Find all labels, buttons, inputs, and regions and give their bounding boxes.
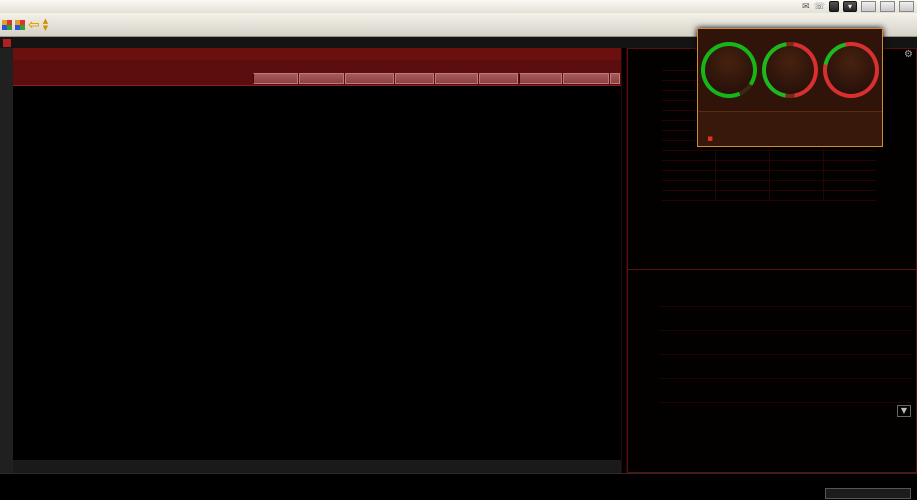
- restore-button[interactable]: [880, 1, 895, 12]
- minimize-button[interactable]: [861, 1, 876, 12]
- trade-button[interactable]: ▾: [842, 1, 857, 12]
- mail-icon[interactable]: ✉: [802, 1, 810, 12]
- col-code[interactable]: [33, 60, 75, 85]
- col-da-totalpct[interactable]: [478, 72, 518, 84]
- down-arrow-icon: ▼: [42, 23, 49, 32]
- group-large-orders: [253, 60, 519, 85]
- popup-section-label: ▪: [698, 133, 882, 146]
- bullet-icon: ▪: [707, 134, 714, 144]
- data-elf-popup: ▪: [697, 28, 883, 147]
- panel-splitter[interactable]: [621, 48, 627, 473]
- toolbar: ⇦ ▲ ▼: [0, 13, 917, 37]
- kline-volume-chart: [658, 419, 912, 457]
- kline-chart-panel[interactable]: ▼: [627, 270, 917, 473]
- col-net-inflow[interactable]: [205, 60, 253, 85]
- table-body: [13, 86, 621, 460]
- table-header: [13, 60, 621, 86]
- volume-selector[interactable]: ▼: [896, 405, 911, 417]
- col-da-total[interactable]: [434, 72, 478, 84]
- gear-icon[interactable]: ⚙: [904, 49, 913, 60]
- col-da-out[interactable]: [298, 72, 344, 84]
- index-status-bar: [0, 473, 917, 486]
- gauge-row: [698, 29, 882, 111]
- close-button[interactable]: [899, 1, 914, 12]
- side-tab-strip: [0, 48, 13, 473]
- minute-volume-chart: [662, 205, 878, 247]
- tab-row-icon: [3, 39, 11, 47]
- up-arrow-icon: ▲: [42, 16, 49, 25]
- news-bar: [0, 486, 917, 500]
- col-index: [13, 60, 33, 85]
- main-area: ⚙ ▼: [0, 48, 917, 473]
- kline-candles-chart: [658, 283, 912, 405]
- margin-gauge[interactable]: [762, 42, 818, 98]
- col-zh-in[interactable]: [519, 72, 562, 84]
- board2-icon[interactable]: [15, 19, 25, 30]
- col-change[interactable]: [129, 60, 165, 85]
- back-icon[interactable]: ⇦: [28, 16, 40, 33]
- col-da-netpct[interactable]: [394, 72, 434, 84]
- col-da-in[interactable]: [253, 72, 298, 84]
- stock-search-input[interactable]: [825, 487, 911, 499]
- col-zh-out[interactable]: [562, 72, 610, 84]
- popup-title-bar[interactable]: [698, 111, 882, 133]
- col-da-net[interactable]: [344, 72, 394, 84]
- market-tab-strip: [13, 460, 621, 473]
- bell-icon[interactable]: ☏: [813, 1, 825, 12]
- table-title-bar: [13, 48, 621, 60]
- col-zh-net[interactable]: [610, 72, 620, 84]
- col-name[interactable]: [75, 60, 129, 85]
- function-tab-row: [0, 37, 917, 48]
- fund-flow-table: [13, 48, 621, 473]
- col-price[interactable]: [165, 60, 205, 85]
- news-button[interactable]: [828, 1, 839, 12]
- updown-arrows[interactable]: ▲ ▼: [42, 16, 49, 32]
- menu-bar: ✉ ☏ ▾: [0, 0, 917, 13]
- position-gauge[interactable]: [701, 42, 757, 98]
- board-icon[interactable]: [2, 19, 12, 30]
- group-medium-orders: [519, 60, 621, 85]
- limit-gauge[interactable]: [823, 42, 879, 98]
